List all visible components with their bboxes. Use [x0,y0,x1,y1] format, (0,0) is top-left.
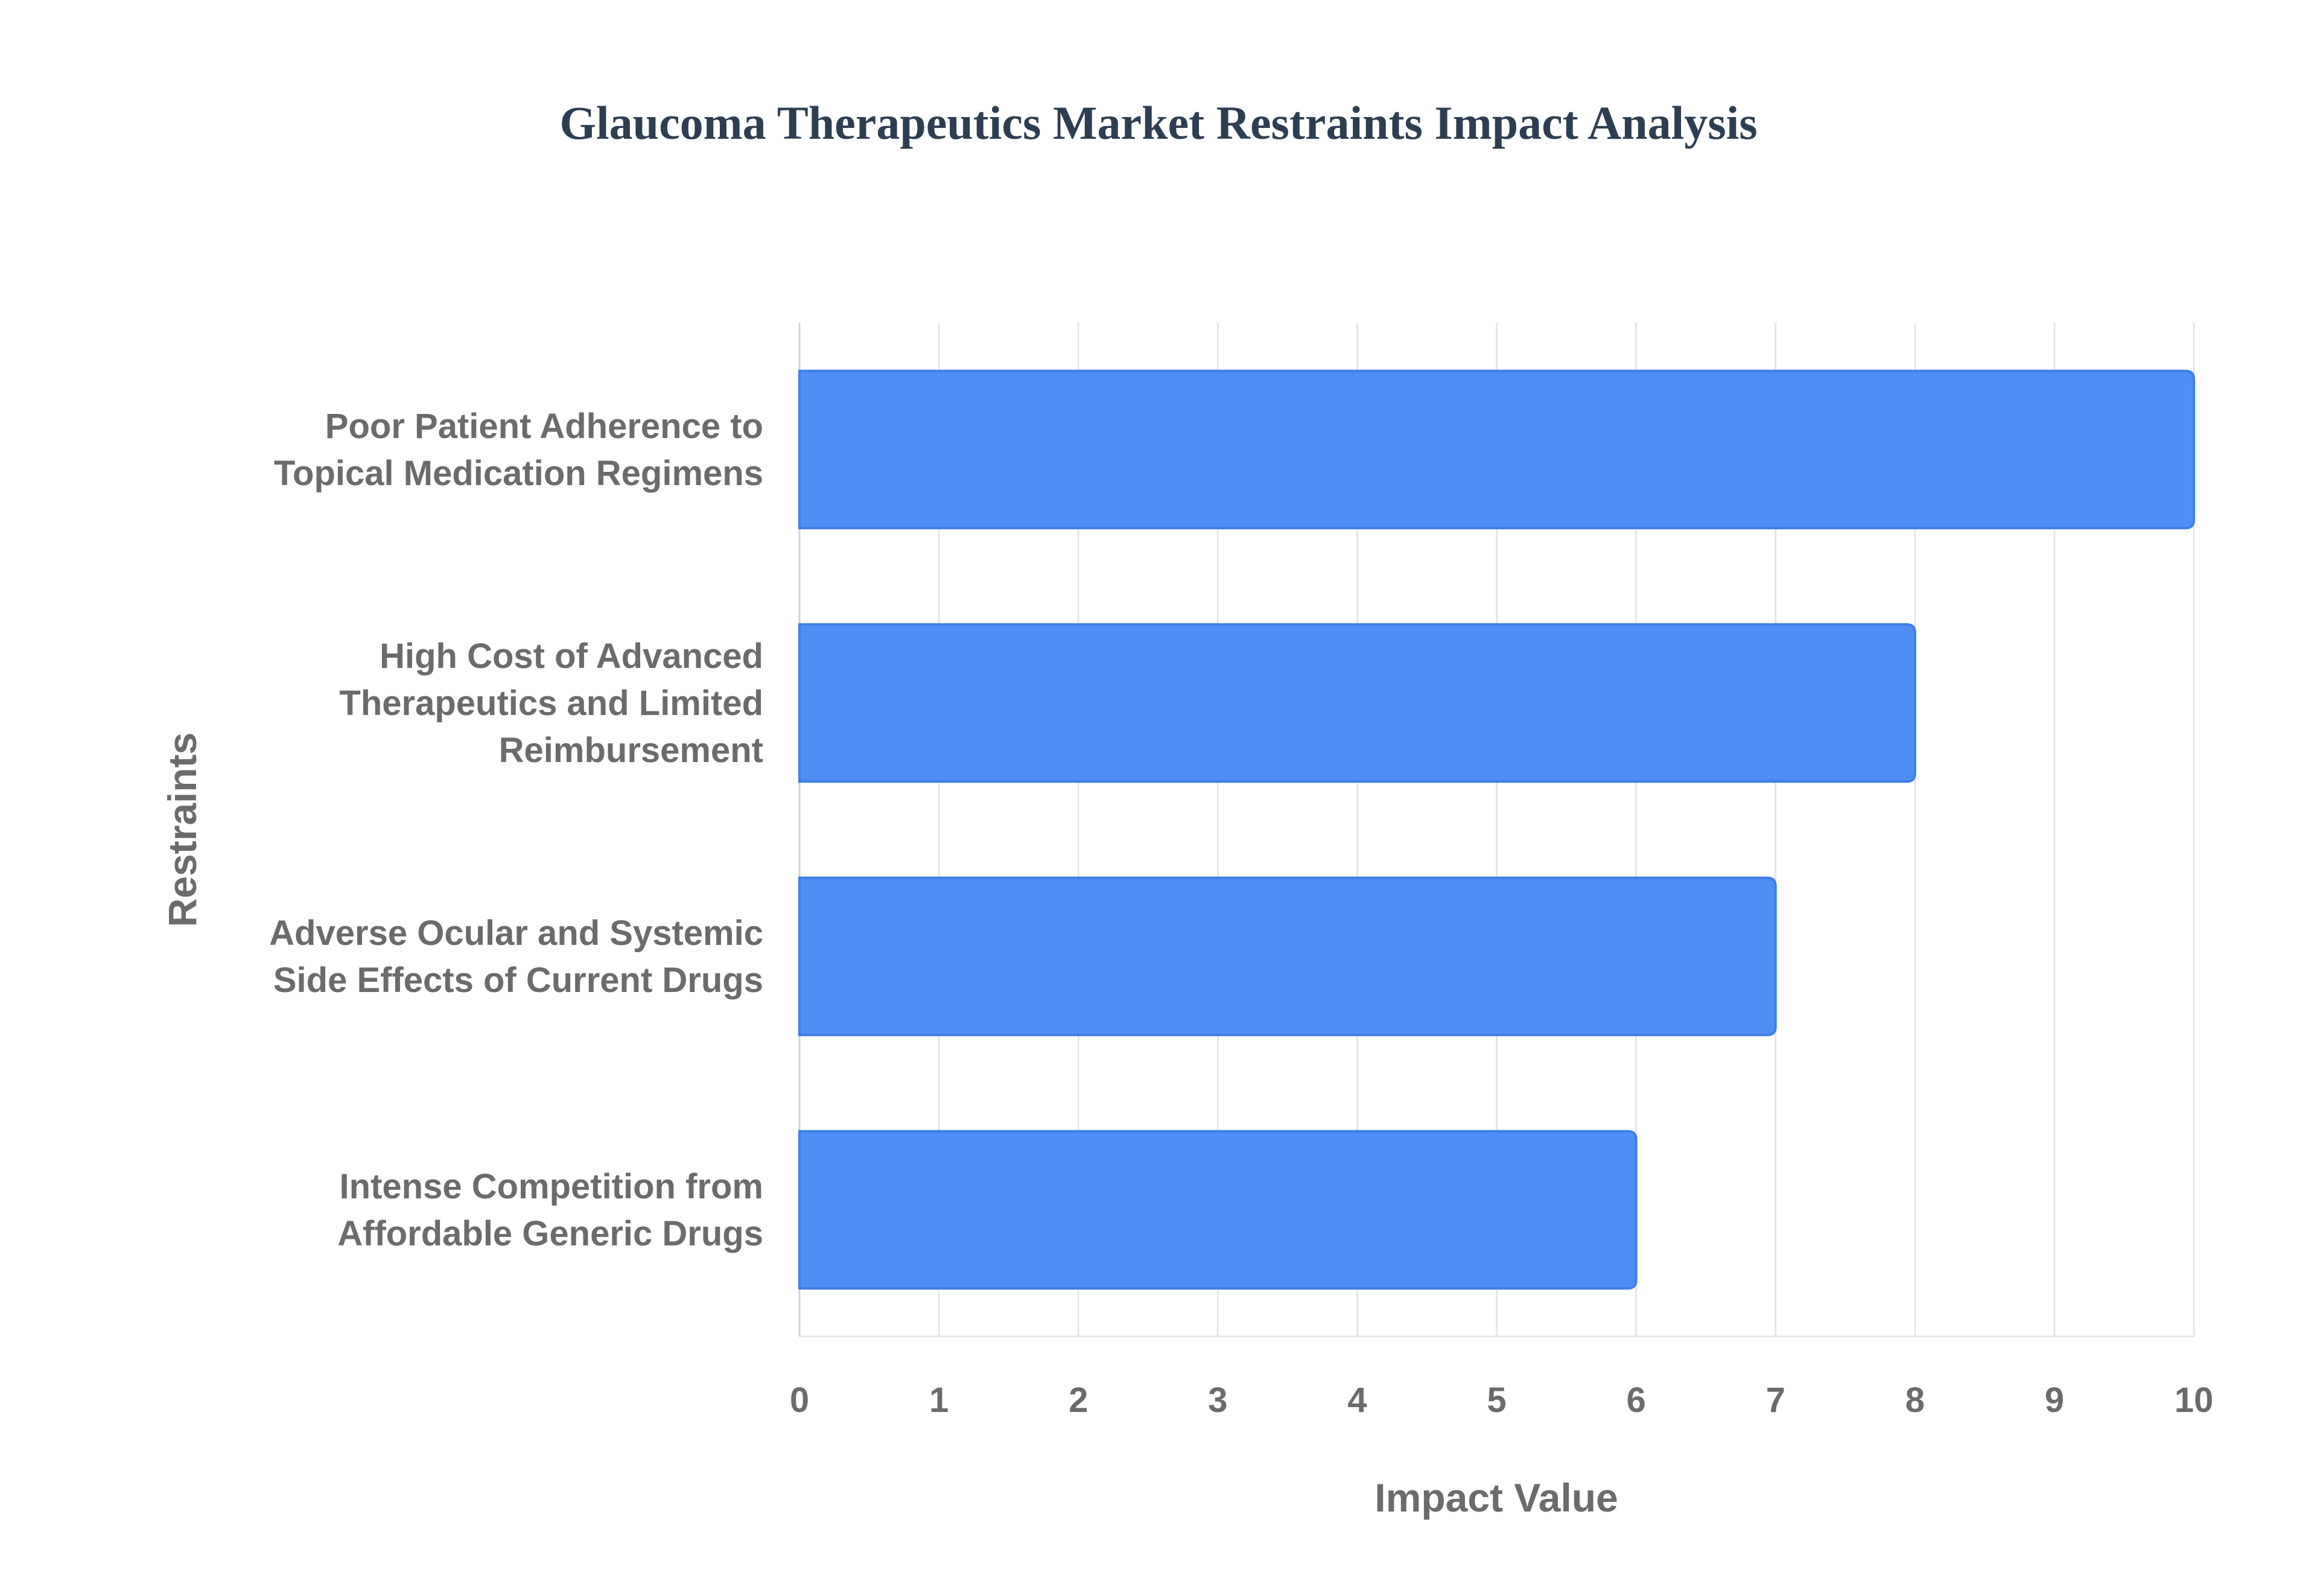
category-label: Adverse Ocular and Systemic [269,914,763,953]
x-tick-label: 1 [929,1381,949,1420]
x-tick-label: 8 [1905,1381,1925,1420]
x-tick-label: 6 [1626,1381,1645,1420]
category-label: Poor Patient Adherence to [325,407,763,446]
bar [798,623,1916,783]
bars [798,369,2195,1290]
category-label: Therapeutics and Limited [339,684,763,723]
x-tick-label: 4 [1347,1381,1367,1420]
chart-title: Glaucoma Therapeutics Market Restraints … [559,97,1757,149]
category-label: Reimbursement [499,731,763,770]
category-label: Affordable Generic Drugs [337,1214,763,1253]
x-tick-label: 0 [790,1381,809,1420]
x-tick-label: 7 [1766,1381,1785,1420]
bar [798,369,2195,530]
x-axis-title: Impact Value [1375,1475,1618,1520]
y-axis-title: Restraints [160,733,205,927]
x-tick-label: 9 [2045,1381,2064,1420]
x-tick-labels: 0 1 2 3 4 5 6 7 8 9 10 [790,1381,2213,1420]
x-tick-label: 2 [1069,1381,1088,1420]
x-tick-label: 3 [1208,1381,1227,1420]
bar [798,876,1777,1037]
category-label: Side Effects of Current Drugs [273,961,763,1000]
category-label: Intense Competition from [340,1167,763,1206]
x-tick-label: 10 [2175,1381,2214,1420]
x-tick-label: 5 [1487,1381,1506,1420]
category-label: High Cost of Advanced [380,637,763,676]
bar [798,1130,1638,1290]
y-category-labels: Poor Patient Adherence to Topical Medicat… [269,407,763,1253]
category-label: Topical Medication Regimens [274,454,763,493]
